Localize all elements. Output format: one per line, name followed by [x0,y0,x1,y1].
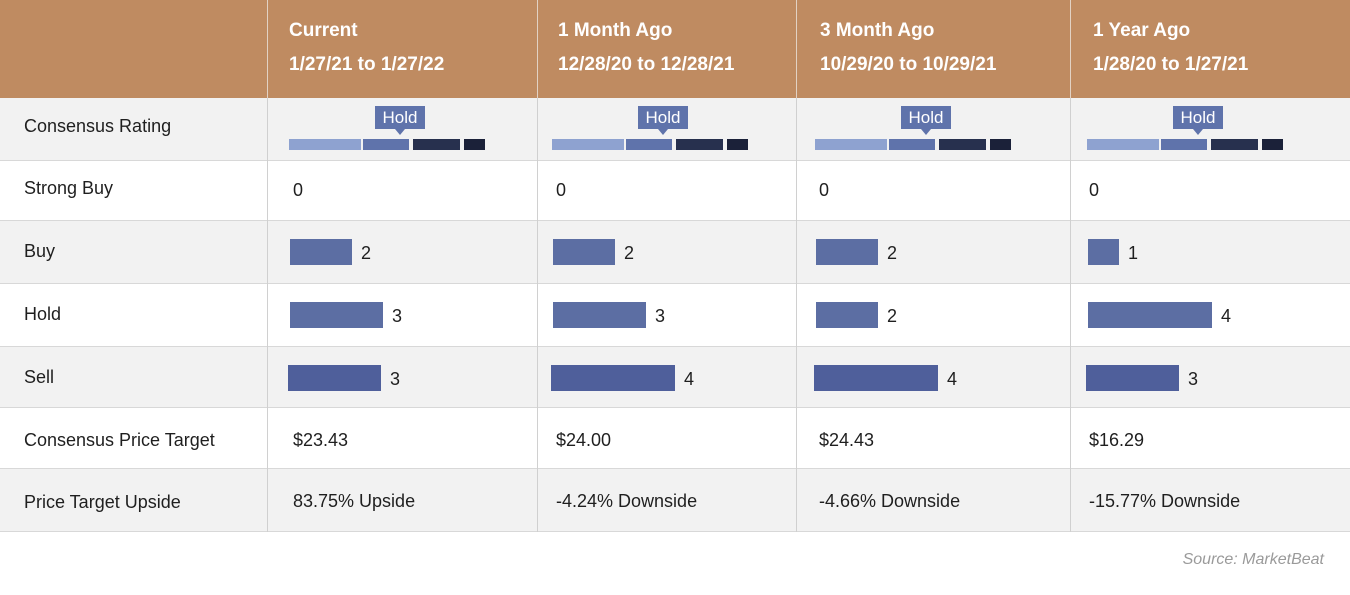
price-target-value: $16.29 [1089,430,1145,450]
buy-value: 2 [361,243,372,263]
column-date-range: 1/28/20 to 1/27/21 [1093,54,1249,75]
sell-bar [551,365,675,391]
buy-value: 1 [1128,243,1139,263]
row-label-hold: Hold [24,304,62,324]
rating-scale-segment [464,139,485,150]
header-row [0,0,1350,98]
column-date-range: 10/29/20 to 10/29/21 [820,54,997,75]
row-price-target [0,408,1350,469]
rating-scale-segment [552,139,624,150]
column-title: Current [289,20,358,41]
upside-value: -15.77% Downside [1089,491,1241,511]
rating-scale-segment [1211,139,1258,150]
sell-value: 3 [390,369,401,389]
rating-scale-segment [889,139,935,150]
rating-scale-segment [413,139,460,150]
price-target-value: $24.43 [819,430,875,450]
sell-bar [1086,365,1179,391]
column-divider [1070,0,1071,98]
column-divider [1070,98,1071,532]
buy-value: 2 [887,243,898,263]
sell-value: 4 [684,369,695,389]
sell-bar [814,365,938,391]
upside-value: 83.75% Upside [293,491,416,511]
consensus-rating-badge: Hold [901,106,951,135]
strong-buy-value: 0 [293,180,304,200]
row-label-buy: Buy [24,241,56,261]
strong-buy-value: 0 [1089,180,1100,200]
hold-value: 3 [655,306,666,326]
hold-value: 2 [887,306,898,326]
strong-buy-value: 0 [819,180,830,200]
sell-bar [288,365,381,391]
consensus-rating-badge: Hold [375,106,425,135]
column-title: 3 Month Ago [820,20,935,41]
buy-bar [290,239,352,265]
rating-scale-segment [990,139,1011,150]
upside-value: -4.66% Downside [819,491,961,511]
row-strong-buy [0,161,1350,221]
column-date-range: 12/28/20 to 12/28/21 [558,54,735,75]
rating-scale-segment [939,139,986,150]
rating-scale-segment [289,139,361,150]
consensus-rating-badge: Hold [1173,106,1223,135]
rating-scale-segment [1262,139,1283,150]
column-divider [796,0,797,98]
row-label-consensus-rating: Consensus Rating [24,116,172,136]
column-divider [537,98,538,532]
price-target-value: $23.43 [293,430,349,450]
row-label-price-target: Consensus Price Target [24,430,215,450]
strong-buy-value: 0 [556,180,567,200]
consensus-rating-badge: Hold [638,106,688,135]
column-title: 1 Month Ago [558,20,673,41]
column-header-1-year: 1 Year Ago 1/28/20 to 1/27/21 [1093,0,1248,98]
column-divider [796,98,797,532]
buy-bar [816,239,878,265]
row-label-strong-buy: Strong Buy [24,178,114,198]
sell-value: 4 [947,369,958,389]
row-label-upside: Price Target Upside [24,492,181,512]
column-header-3-month: 3 Month Ago 10/29/20 to 10/29/21 [820,0,996,98]
hold-bar [290,302,383,328]
buy-bar [553,239,615,265]
rating-scale-segment [727,139,748,150]
column-title: 1 Year Ago [1093,20,1191,41]
buy-value: 2 [624,243,635,263]
hold-value: 4 [1221,306,1232,326]
hold-bar [553,302,646,328]
hold-value: 3 [392,306,403,326]
row-buy [0,221,1350,284]
rating-scale-segment [676,139,723,150]
rating-scale-segment [1087,139,1159,150]
row-hold [0,284,1350,347]
rating-scale-segment [626,139,672,150]
rating-scale-segment [363,139,409,150]
upside-value: -4.24% Downside [556,491,698,511]
row-upside [0,469,1350,532]
column-header-1-month: 1 Month Ago 12/28/20 to 12/28/21 [558,0,734,98]
source-note: Source: MarketBeat [1182,551,1324,568]
buy-bar [1088,239,1119,265]
row-label-sell: Sell [24,367,55,387]
sell-value: 3 [1188,369,1199,389]
hold-bar [1088,302,1212,328]
rating-scale-segment [1161,139,1207,150]
price-target-value: $24.00 [556,430,612,450]
rating-scale-segment [815,139,887,150]
column-divider [537,0,538,98]
column-divider [267,0,268,98]
column-divider [267,98,268,532]
hold-bar [816,302,878,328]
column-header-current: Current 1/27/21 to 1/27/22 [289,0,444,98]
column-date-range: 1/27/21 to 1/27/22 [289,54,445,75]
